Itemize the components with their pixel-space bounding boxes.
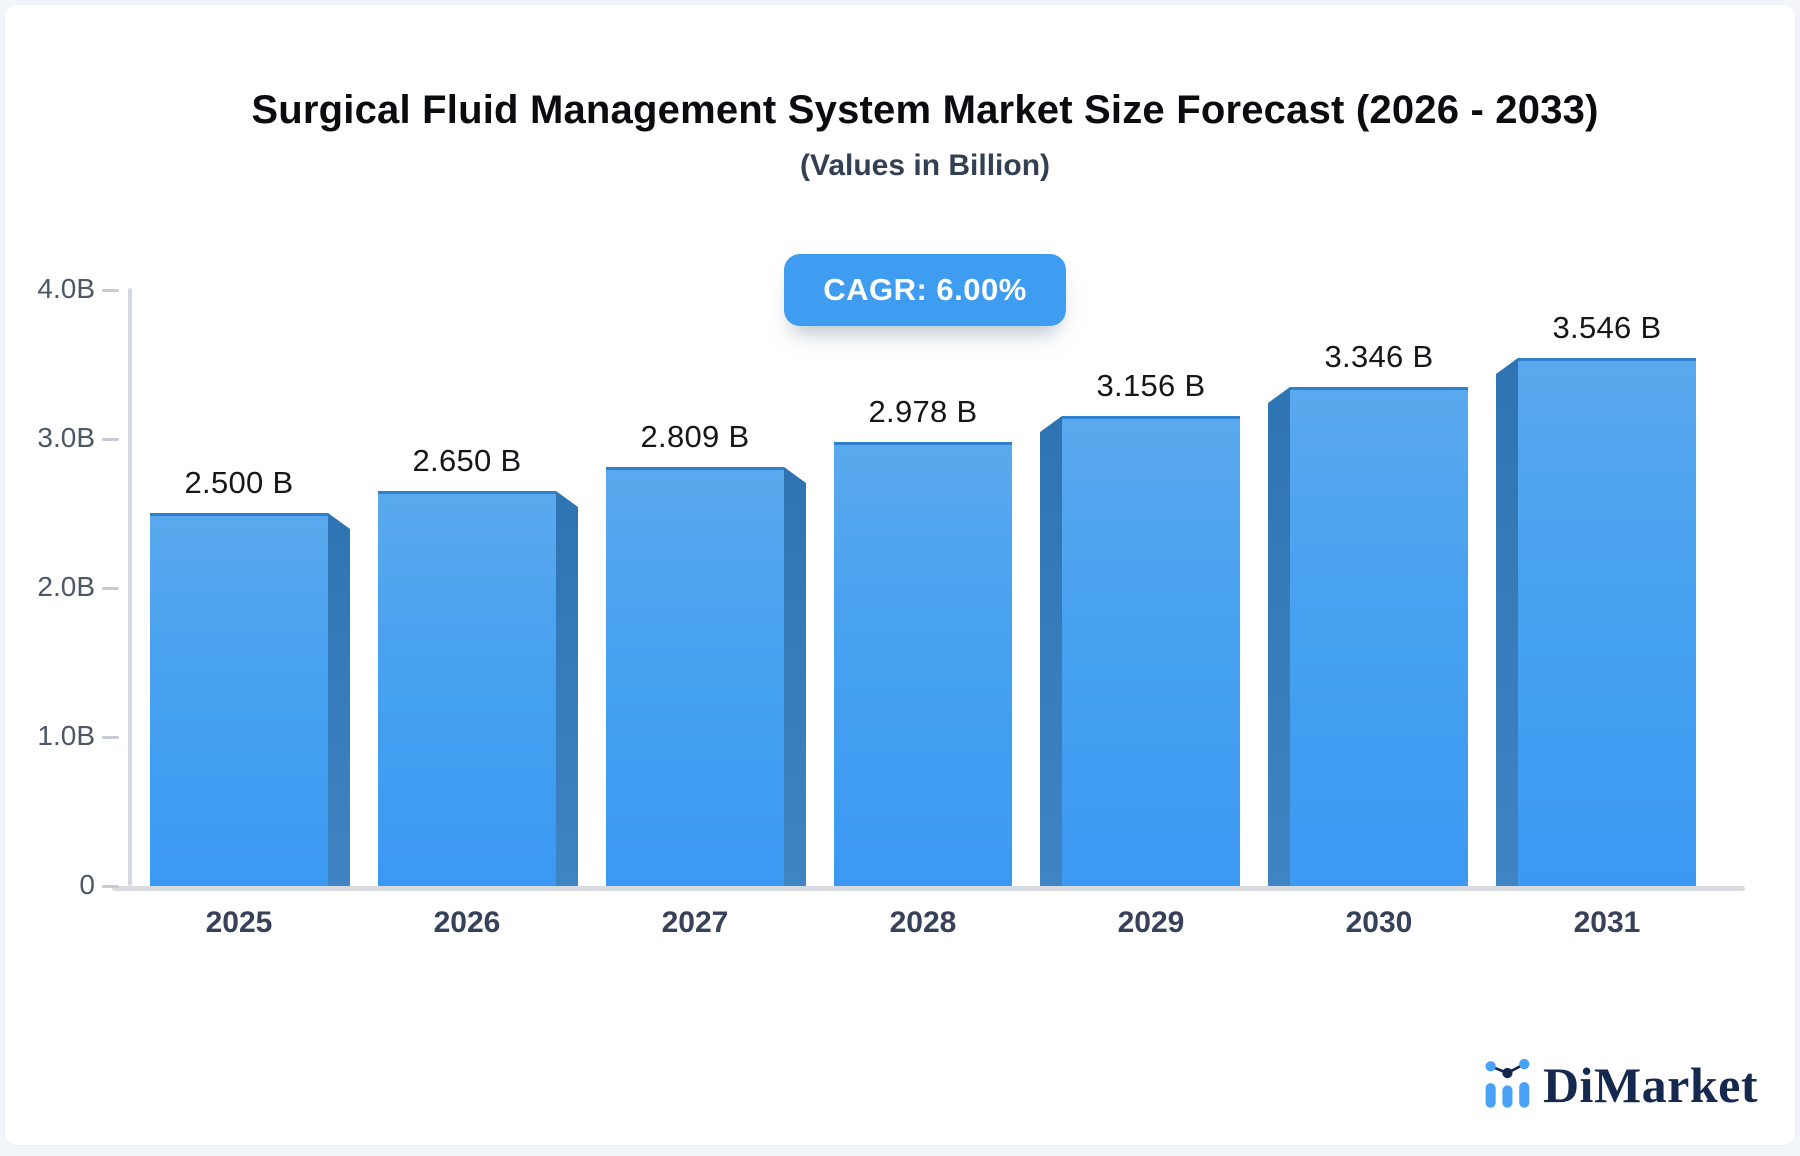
chart-header: Surgical Fluid Management System Market …	[105, 88, 1745, 183]
brand-logo: DiMarket	[1485, 1054, 1758, 1110]
bar-side-face	[1268, 387, 1290, 886]
bar-2025	[150, 513, 328, 886]
y-axis-tick-label: 1.0B	[37, 720, 95, 751]
bar-value-label: 2.978 B	[868, 394, 978, 429]
bar-2031	[1518, 358, 1696, 886]
bar-side-face	[328, 513, 350, 886]
bar-value-label: 2.809 B	[640, 419, 750, 454]
bar-value-label: 3.346 B	[1324, 339, 1434, 374]
y-axis-tick	[102, 736, 119, 739]
y-axis-tick	[102, 438, 119, 441]
y-axis-tick	[102, 289, 119, 292]
chart-title: Surgical Fluid Management System Market …	[251, 88, 1599, 132]
bar-side-face	[556, 491, 578, 886]
dimarket-logo-icon	[1485, 1058, 1530, 1108]
x-axis-label: 2029	[1117, 906, 1185, 939]
bar-2030	[1290, 387, 1468, 886]
bar-side-face	[784, 467, 806, 886]
y-axis-tick-label: 3.0B	[37, 422, 95, 453]
x-axis-label: 2026	[433, 906, 501, 939]
x-axis-line	[112, 886, 1745, 891]
bar-2026	[378, 491, 556, 886]
bar-value-label: 3.546 B	[1552, 310, 1662, 345]
x-axis-label: 2031	[1573, 906, 1641, 939]
bar-2029	[1062, 416, 1240, 886]
y-axis-line	[128, 288, 132, 886]
x-axis-label: 2028	[889, 906, 957, 939]
bar-value-label: 3.156 B	[1096, 368, 1206, 403]
y-axis-tick	[102, 885, 119, 888]
x-axis-label: 2030	[1345, 906, 1413, 939]
chart-subtitle: (Values in Billion)	[799, 149, 1051, 182]
bar-side-face	[1040, 416, 1062, 886]
cagr-badge: CAGR: 6.00%	[784, 254, 1066, 326]
bar-value-label: 2.650 B	[412, 443, 522, 478]
bar-side-face	[1496, 358, 1518, 886]
cagr-badge-wrap: CAGR: 6.00%	[105, 254, 1745, 326]
y-axis-tick-label: 4.0B	[37, 273, 95, 304]
x-axis-label: 2027	[661, 906, 729, 939]
brand-name: DiMarket	[1542, 1057, 1758, 1113]
bar-value-label: 2.500 B	[184, 465, 294, 500]
y-axis-tick-label: 2.0B	[37, 571, 95, 602]
bar-2027	[606, 467, 784, 886]
y-axis-tick-label: 0	[79, 869, 95, 900]
y-axis-tick	[102, 587, 119, 590]
bar-2028	[834, 442, 1012, 886]
x-axis-label: 2025	[205, 906, 273, 939]
